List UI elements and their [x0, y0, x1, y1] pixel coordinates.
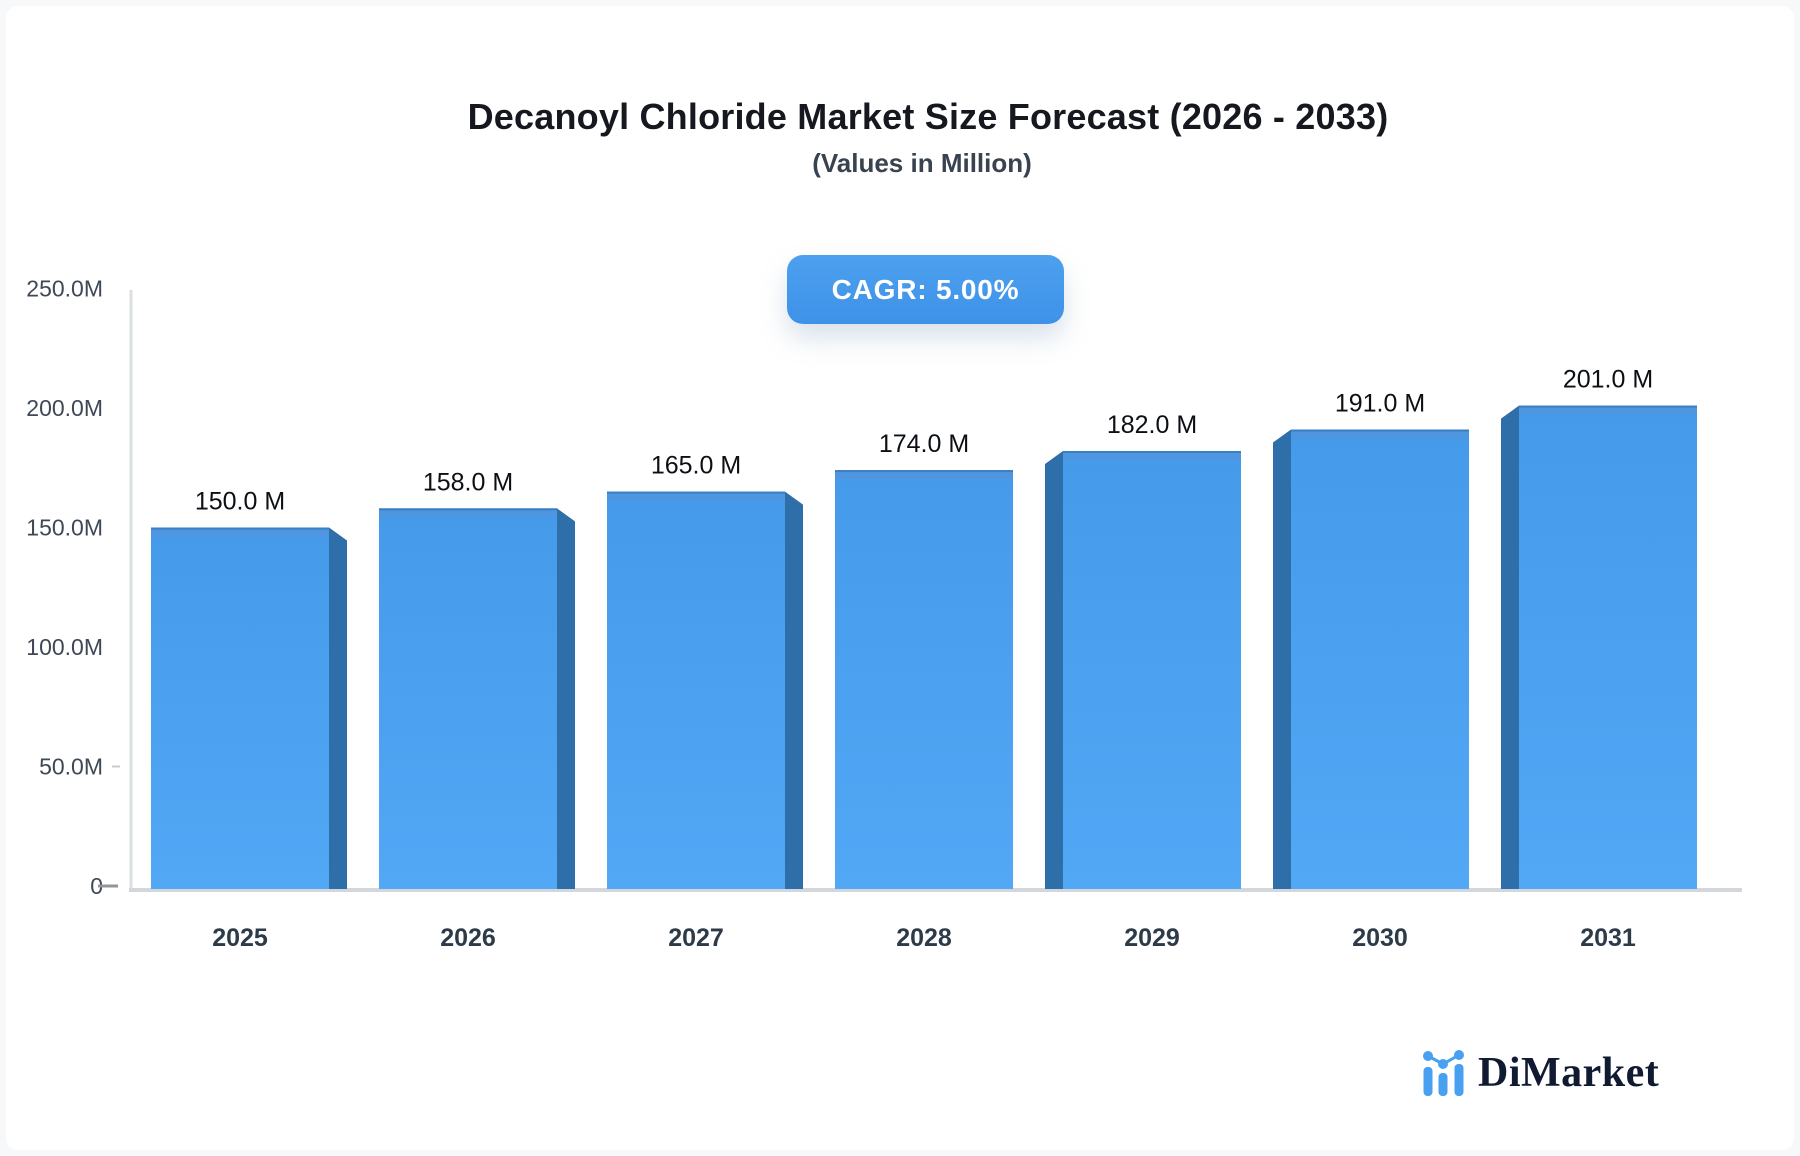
bar-side-face	[785, 491, 803, 889]
bar-group-2026: 158.0 M 2026	[379, 468, 575, 952]
chart-title: Decanoyl Chloride Market Size Forecast (…	[467, 96, 1389, 137]
bar-group-2031: 201.0 M 2031	[1501, 366, 1697, 952]
bar-side-face	[557, 508, 575, 889]
cagr-badge-label: CAGR: 5.00%	[831, 273, 1020, 305]
y-tick-label: 50.0M	[39, 754, 103, 780]
bar-top-face	[379, 508, 557, 518]
y-tick-label: 250.0M	[26, 276, 103, 302]
bar-top-face	[1063, 451, 1241, 461]
x-axis-label-2029: 2029	[1124, 924, 1180, 952]
y-tick-label: 0	[90, 873, 103, 899]
x-axis-label-2031: 2031	[1580, 924, 1636, 952]
bar-2026[interactable]	[379, 508, 557, 889]
bar-value-label: 150.0 M	[195, 488, 285, 516]
bar-top-face	[1519, 405, 1697, 415]
bar-2031[interactable]	[1519, 405, 1697, 889]
dimarket-logo-text: DiMarket	[1478, 1050, 1660, 1096]
x-axis-label-2028: 2028	[896, 924, 952, 952]
bar-top-face	[151, 527, 329, 537]
bar-value-label: 174.0 M	[879, 430, 969, 458]
x-axis-label-2030: 2030	[1352, 924, 1408, 952]
mini-bar-chart-icon	[1423, 1050, 1464, 1096]
bar-group-2028: 174.0 M 2028	[835, 430, 1013, 952]
bar-side-face	[329, 527, 347, 889]
bar-group-2027: 165.0 M 2027	[607, 452, 803, 952]
bar-top-face	[835, 470, 1013, 480]
x-axis-label-2025: 2025	[212, 924, 268, 952]
bar-2029[interactable]	[1063, 451, 1241, 889]
bar-group-2029: 182.0 M 2029	[1045, 411, 1241, 952]
bar-value-label: 182.0 M	[1107, 411, 1197, 439]
bar-top-face	[607, 491, 785, 501]
y-tick-label: 200.0M	[26, 395, 103, 421]
dimarket-logo: DiMarket	[1422, 1038, 1702, 1108]
bar-value-label: 191.0 M	[1335, 390, 1425, 418]
bar-side-face	[1273, 429, 1291, 889]
bar-2028[interactable]	[835, 470, 1013, 889]
bar-2030[interactable]	[1291, 429, 1469, 889]
bar-top-face	[1291, 429, 1469, 439]
bar-value-label: 158.0 M	[423, 468, 513, 496]
x-axis-label-2026: 2026	[440, 924, 496, 952]
x-axis-label-2027: 2027	[668, 924, 724, 952]
bar-side-face	[1045, 451, 1063, 889]
bar-value-label: 165.0 M	[651, 452, 741, 480]
chart-subtitle: (Values in Million)	[812, 148, 1032, 178]
cagr-badge: CAGR: 5.00%	[787, 255, 1064, 324]
bar-side-face	[1501, 405, 1519, 889]
bar-group-2025: 150.0 M 2025	[151, 488, 347, 952]
y-tick-label: 100.0M	[26, 634, 103, 660]
bar-2025[interactable]	[151, 527, 329, 890]
bar-value-label: 201.0 M	[1563, 366, 1653, 394]
bar-group-2030: 191.0 M 2030	[1273, 390, 1469, 952]
bar-2027[interactable]	[607, 491, 785, 889]
y-tick-label: 150.0M	[26, 515, 103, 541]
